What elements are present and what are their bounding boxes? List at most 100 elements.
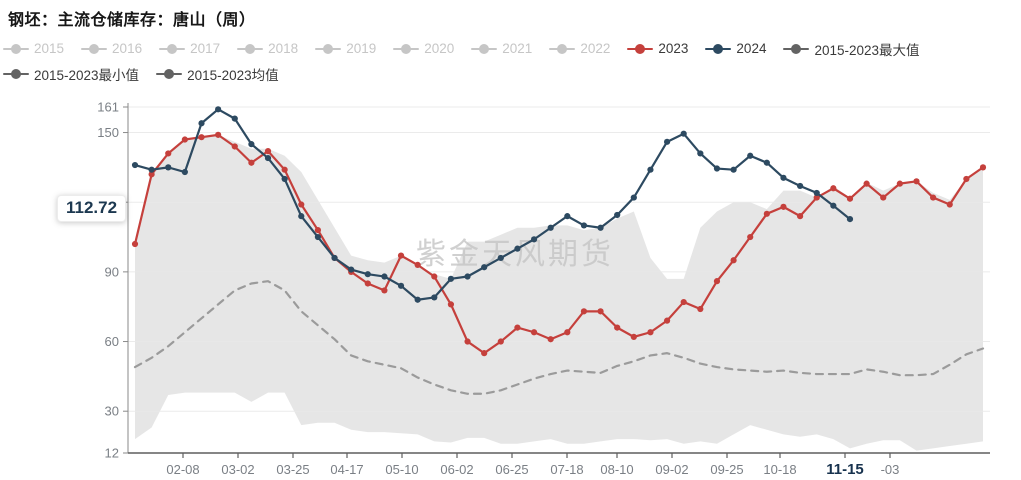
series-2024-point <box>264 154 272 162</box>
series-2024-point <box>796 182 804 190</box>
x-tick-label: 06-02 <box>440 462 473 477</box>
series-2024-point <box>314 233 322 241</box>
legend-item-2023[interactable]: 2023 <box>627 41 688 56</box>
x-tick-label-current: 11-15 <box>826 461 864 478</box>
legend-item-2021[interactable]: 2021 <box>471 41 532 56</box>
series-2024-point <box>131 161 139 169</box>
legend: 2015 2016 2017 2018 2019 2020 2021 2022 2023 2024… <box>3 36 1018 86</box>
series-2024-point <box>697 150 704 157</box>
x-tick-label: 02-08 <box>166 462 199 477</box>
legend-line-marker-icon <box>549 43 576 54</box>
series-2023-point <box>913 178 920 185</box>
series-2024-point <box>181 168 188 176</box>
series-2023-point <box>397 252 405 259</box>
legend-line-marker-icon <box>237 43 264 54</box>
legend-item-2018[interactable]: 2018 <box>237 41 298 56</box>
x-tick-label: 06-25 <box>495 462 528 477</box>
legend-line-marker-icon <box>783 43 810 54</box>
series-2023-point <box>846 195 854 202</box>
legend-line-marker-icon <box>156 68 183 79</box>
series-2024-line <box>131 106 854 303</box>
series-2024-point <box>780 174 787 181</box>
series-2024-point <box>597 224 604 231</box>
legend-item-label: 2021 <box>502 41 533 56</box>
series-2023-point <box>780 203 787 210</box>
series-2024-point <box>846 216 854 223</box>
series-2023-point <box>597 308 604 315</box>
series-2015-2023均值-path <box>133 280 985 395</box>
legend-item-2024[interactable]: 2024 <box>705 41 766 56</box>
series-2023-point <box>830 185 837 192</box>
series-2023-point <box>514 324 521 331</box>
series-2023-point <box>730 257 737 264</box>
series-2024-point <box>614 211 621 219</box>
legend-row-1: 2015 2016 2017 2018 2019 2020 2021 2022 2023 2024… <box>3 36 1018 61</box>
series-2023-point <box>181 136 188 143</box>
series-2024-point <box>580 222 588 229</box>
series-2024-point <box>348 266 355 273</box>
series-2024-point <box>564 213 571 220</box>
series-2024-point <box>763 159 770 166</box>
legend-item-label: 2023 <box>658 41 689 56</box>
legend-item-2015[interactable]: 2015 <box>3 41 64 56</box>
series-2024-point <box>165 164 172 171</box>
y-tick-label: 90 <box>105 264 119 279</box>
legend-item-label: 2017 <box>190 41 221 56</box>
series-2023-point <box>464 338 471 345</box>
series-2023-point <box>880 194 887 201</box>
legend-item-2019[interactable]: 2019 <box>315 41 376 56</box>
legend-item-2020[interactable]: 2020 <box>393 41 454 56</box>
x-tick-label: 09-25 <box>710 462 743 477</box>
legend-line-marker-icon <box>627 43 654 54</box>
series-2024-point <box>630 194 637 201</box>
legend-item-label: 2016 <box>112 41 143 56</box>
series-2023-point <box>281 166 288 173</box>
legend-item-2015-2023均值[interactable]: 2015-2023均值 <box>156 64 279 84</box>
series-2023-point <box>680 298 687 306</box>
legend-item-2017[interactable]: 2017 <box>159 41 220 56</box>
series-2023-point <box>763 210 770 217</box>
series-2024-point <box>447 275 455 282</box>
legend-line-marker-icon <box>315 43 342 54</box>
series-2024-point <box>464 273 471 280</box>
series-2023-line <box>131 131 987 357</box>
y-tick-label: 12 <box>105 446 119 461</box>
series-2023-point <box>381 287 388 294</box>
series-2023-point <box>580 308 588 315</box>
x-tick-label: 03-25 <box>276 462 309 477</box>
series-2024-point <box>397 282 405 289</box>
series-2023-point <box>946 201 953 208</box>
series-2024-point <box>281 175 288 183</box>
legend-item-label: 2018 <box>268 41 299 56</box>
series-2024-point <box>747 152 754 159</box>
band-minmax-2015-2023 <box>135 134 983 451</box>
x-tick-label: 04-17 <box>330 462 363 477</box>
legend-item-2015-2023最小值[interactable]: 2015-2023最小值 <box>3 64 139 84</box>
legend-item-2015-2023最大值[interactable]: 2015-2023最大值 <box>783 39 920 59</box>
series-2023-point <box>796 213 804 220</box>
legend-item-2022[interactable]: 2022 <box>549 41 610 56</box>
y-tick-label: 60 <box>105 334 119 349</box>
series-2023-point <box>447 301 455 308</box>
series-2023-point <box>264 148 272 155</box>
series-2023-point <box>963 175 970 183</box>
series-2023-point <box>530 329 538 336</box>
series-2023-point <box>198 134 205 141</box>
legend-item-label: 2022 <box>580 41 611 56</box>
series-2024-point <box>381 273 388 280</box>
legend-item-label: 2015-2023最大值 <box>814 42 920 58</box>
legend-item-2016[interactable]: 2016 <box>81 41 142 56</box>
series-2024-point <box>414 296 421 303</box>
legend-item-label: 2015-2023最小值 <box>34 67 140 83</box>
series-2023-point <box>248 159 255 166</box>
page-title: 钢坯：主流仓储库存：唐山（周） <box>8 12 256 29</box>
series-2024-point <box>198 120 205 127</box>
legend-item-label: 2020 <box>424 41 455 56</box>
series-2023-point <box>497 338 504 345</box>
x-tick-label: -03 <box>881 462 900 477</box>
x-tick-label: 09-02 <box>655 462 688 477</box>
series-2023-point <box>215 131 222 138</box>
series-2024-point <box>713 165 721 172</box>
